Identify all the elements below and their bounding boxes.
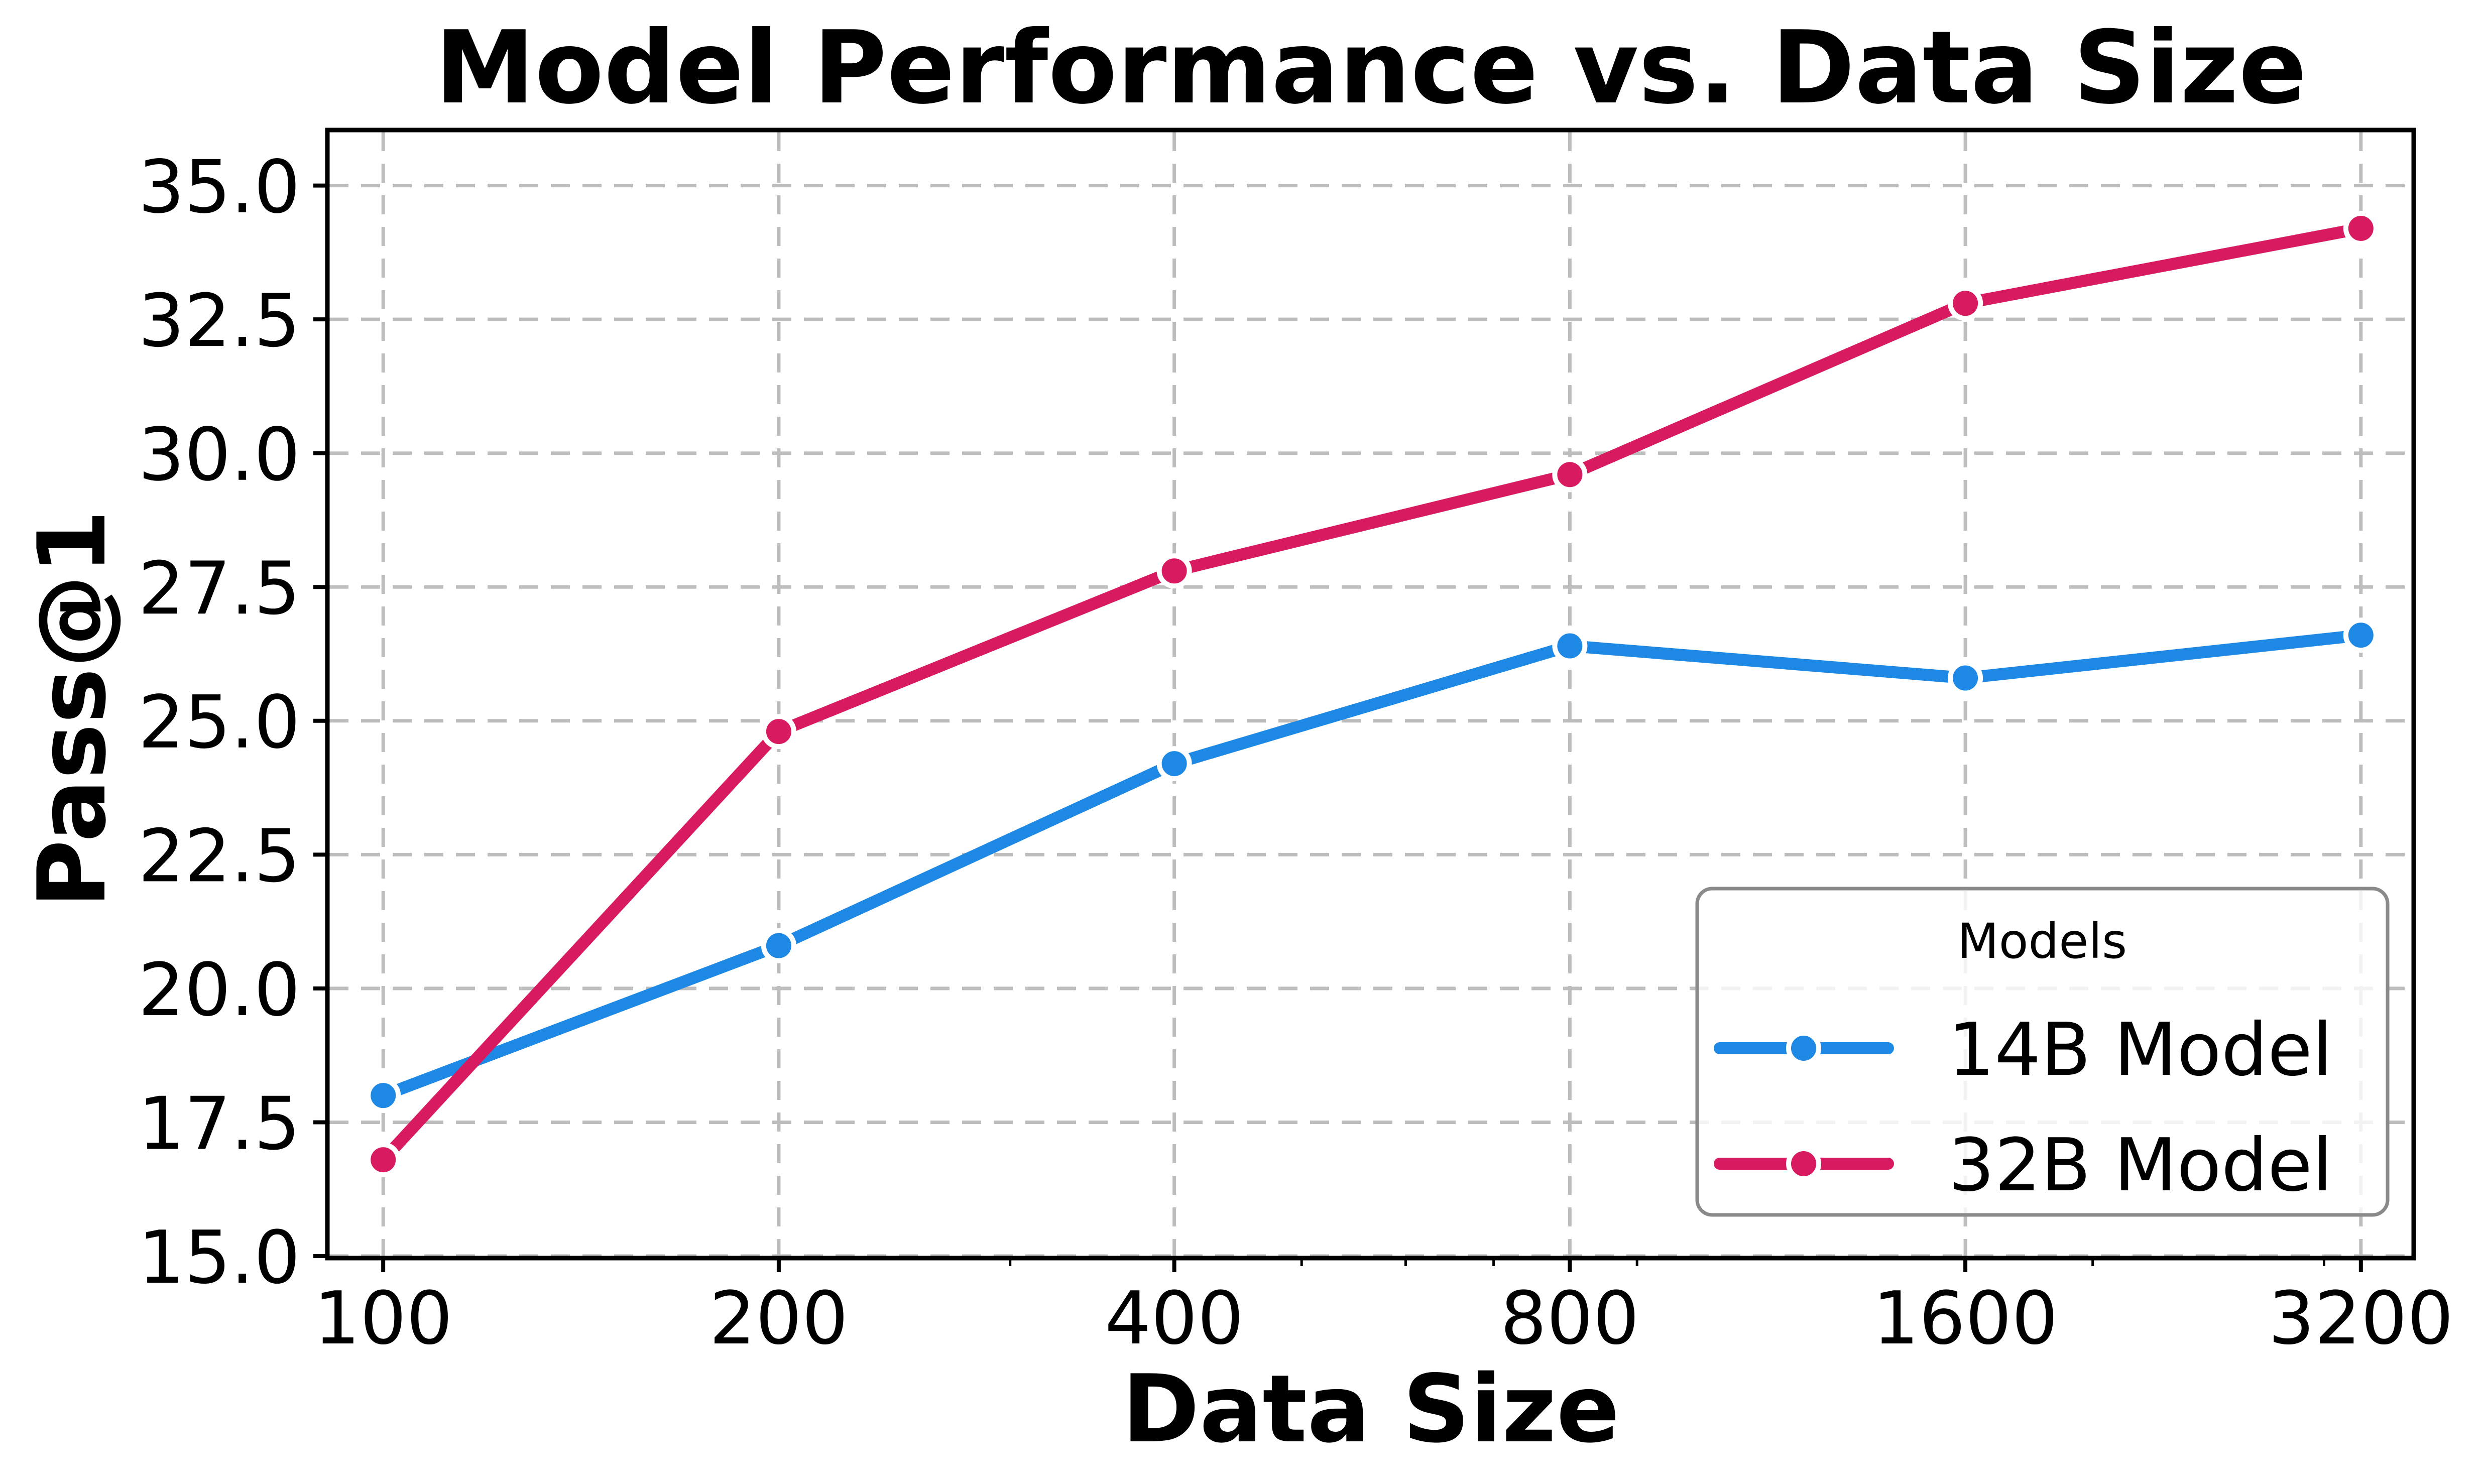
data-point-32b-model-100 bbox=[366, 1142, 401, 1178]
legend-entry-14b-model: 14B Model bbox=[1948, 1008, 2332, 1092]
x-tick-label-3200: 3200 bbox=[2268, 1276, 2453, 1361]
legend-entry-32b-model: 32B Model bbox=[1948, 1123, 2332, 1208]
legend-swatch-marker-14b bbox=[1786, 1031, 1821, 1066]
data-point-14b-model-400 bbox=[1156, 746, 1192, 782]
x-tick-label-400: 400 bbox=[1105, 1276, 1244, 1361]
data-point-32b-model-800 bbox=[1552, 457, 1588, 492]
y-tick-label-35.0: 35.0 bbox=[138, 145, 300, 230]
legend: Models 14B Model 32B Model bbox=[1695, 887, 2390, 1217]
legend-swatch-marker-32b bbox=[1786, 1146, 1821, 1181]
data-point-14b-model-3200 bbox=[2343, 617, 2379, 653]
x-tick-label-200: 200 bbox=[709, 1276, 849, 1361]
x-tick-label-100: 100 bbox=[314, 1276, 453, 1361]
y-tick-label-17.5: 17.5 bbox=[138, 1081, 300, 1166]
y-tick-label-27.5: 27.5 bbox=[138, 546, 300, 631]
series-line-32b-model bbox=[377, 222, 2367, 1166]
data-point-14b-model-800 bbox=[1552, 628, 1588, 664]
chart-title: Model Performance vs. Data Size bbox=[435, 10, 2307, 127]
series-line-14b-model bbox=[377, 629, 2367, 1102]
legend-title: Models bbox=[1957, 913, 2127, 969]
y-tick-label-30.0: 30.0 bbox=[138, 413, 300, 498]
y-tick-label-22.5: 22.5 bbox=[138, 814, 300, 899]
data-point-32b-model-200 bbox=[761, 714, 796, 750]
y-tick-label-32.5: 32.5 bbox=[138, 279, 300, 363]
y-tick-label-20.0: 20.0 bbox=[138, 948, 300, 1033]
x-axis-label: Data Size bbox=[1122, 1354, 1619, 1463]
data-point-32b-model-1600 bbox=[1948, 286, 1983, 321]
axis-ticks bbox=[313, 183, 2363, 1272]
series-layer bbox=[366, 210, 2379, 1178]
y-axis-label: Pass@1 bbox=[18, 510, 127, 908]
axis-tick-labels: 100 200 400 800 1600 3200 15.0 17.5 20.0 22.5 25.0… bbox=[138, 145, 2453, 1361]
data-point-32b-model-3200 bbox=[2343, 210, 2379, 246]
legend-box bbox=[1695, 887, 2390, 1217]
y-tick-label-15.0: 15.0 bbox=[138, 1215, 300, 1300]
data-point-14b-model-200 bbox=[761, 928, 796, 963]
data-point-32b-model-400 bbox=[1156, 553, 1192, 589]
data-point-14b-model-1600 bbox=[1948, 660, 1983, 696]
plot-border bbox=[325, 128, 2416, 1261]
y-tick-label-25.0: 25.0 bbox=[138, 680, 300, 765]
x-tick-label-800: 800 bbox=[1500, 1276, 1639, 1361]
data-point-14b-model-100 bbox=[366, 1078, 401, 1114]
x-tick-label-1600: 1600 bbox=[1873, 1276, 2058, 1361]
